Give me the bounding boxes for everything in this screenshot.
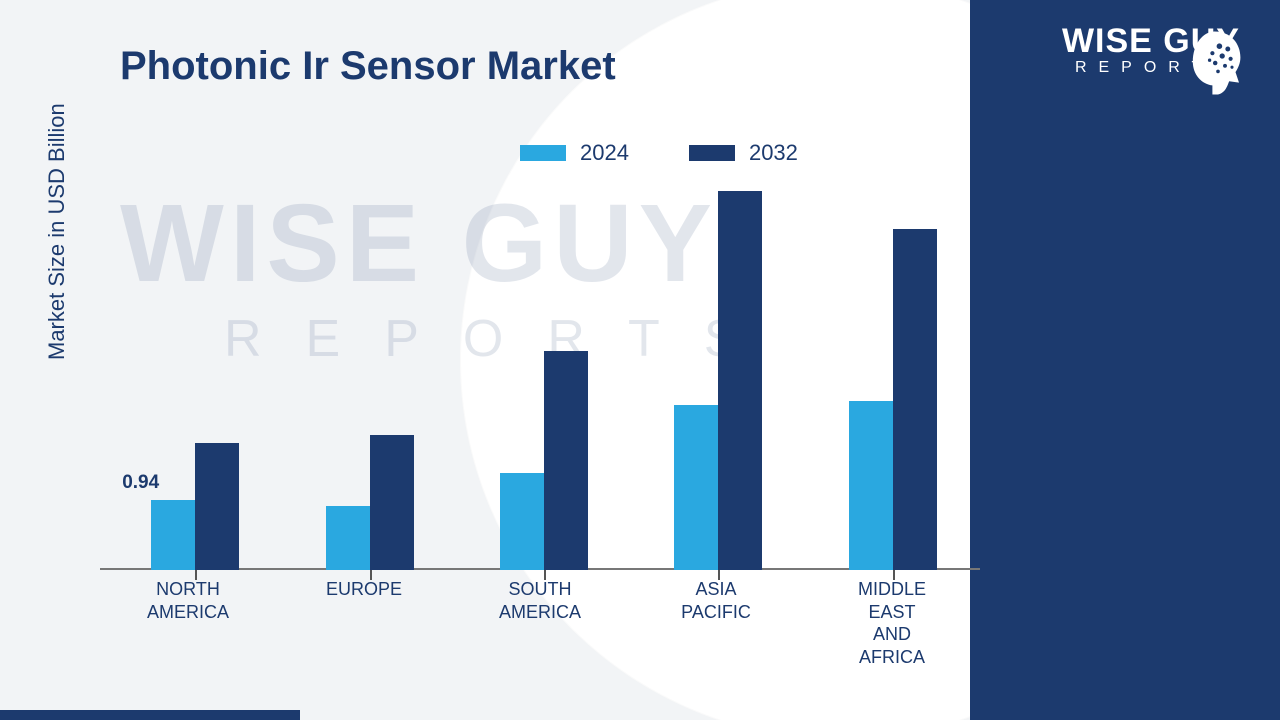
bar-2032 xyxy=(195,443,239,571)
bar-chart: 0.94 xyxy=(100,180,980,570)
x-axis-label: NORTH AMERICA xyxy=(113,578,263,668)
chart-title: Photonic Ir Sensor Market xyxy=(120,44,616,89)
bar-groups: 0.94 xyxy=(108,180,980,570)
bar-2032 xyxy=(370,435,414,570)
legend-swatch xyxy=(520,145,566,161)
bar-value-label: 0.94 xyxy=(122,472,159,494)
y-axis-label: Market Size in USD Billion xyxy=(44,103,70,360)
bar-group xyxy=(643,191,793,570)
bar-2024 xyxy=(674,405,718,570)
stage: WISE GUY REPORTS Photonic Ir Sensor Mark… xyxy=(0,0,1280,720)
legend-swatch xyxy=(689,145,735,161)
bar-2032 xyxy=(544,351,588,570)
bar-group xyxy=(469,351,619,570)
legend-label: 2032 xyxy=(749,140,798,166)
head-silhouette-icon xyxy=(1176,28,1246,98)
bar-2024 xyxy=(151,500,195,571)
bar-2024 xyxy=(326,506,370,570)
legend: 2024 2032 xyxy=(520,140,798,166)
x-axis-label: ASIA PACIFIC xyxy=(641,578,791,668)
legend-item-2024: 2024 xyxy=(520,140,629,166)
bar-2032 xyxy=(893,229,937,570)
brand-logo: WISE GUY REPORTS xyxy=(990,22,1240,77)
legend-label: 2024 xyxy=(580,140,629,166)
x-axis-label: MIDDLE EAST AND AFRICA xyxy=(817,578,967,668)
bar-group: 0.94 xyxy=(120,443,270,571)
bar-group xyxy=(295,435,445,570)
x-axis-label: SOUTH AMERICA xyxy=(465,578,615,668)
decor-right-band xyxy=(970,0,1280,720)
bar-2032 xyxy=(718,191,762,570)
x-axis-labels: NORTH AMERICA EUROPE SOUTH AMERICA ASIA PAC… xyxy=(100,578,980,668)
legend-item-2032: 2032 xyxy=(689,140,798,166)
x-axis-label: EUROPE xyxy=(289,578,439,668)
bar-2024 xyxy=(849,401,893,570)
bar-2024 xyxy=(500,473,544,571)
decor-bottom-bar xyxy=(0,710,300,720)
bar-group xyxy=(818,229,968,570)
